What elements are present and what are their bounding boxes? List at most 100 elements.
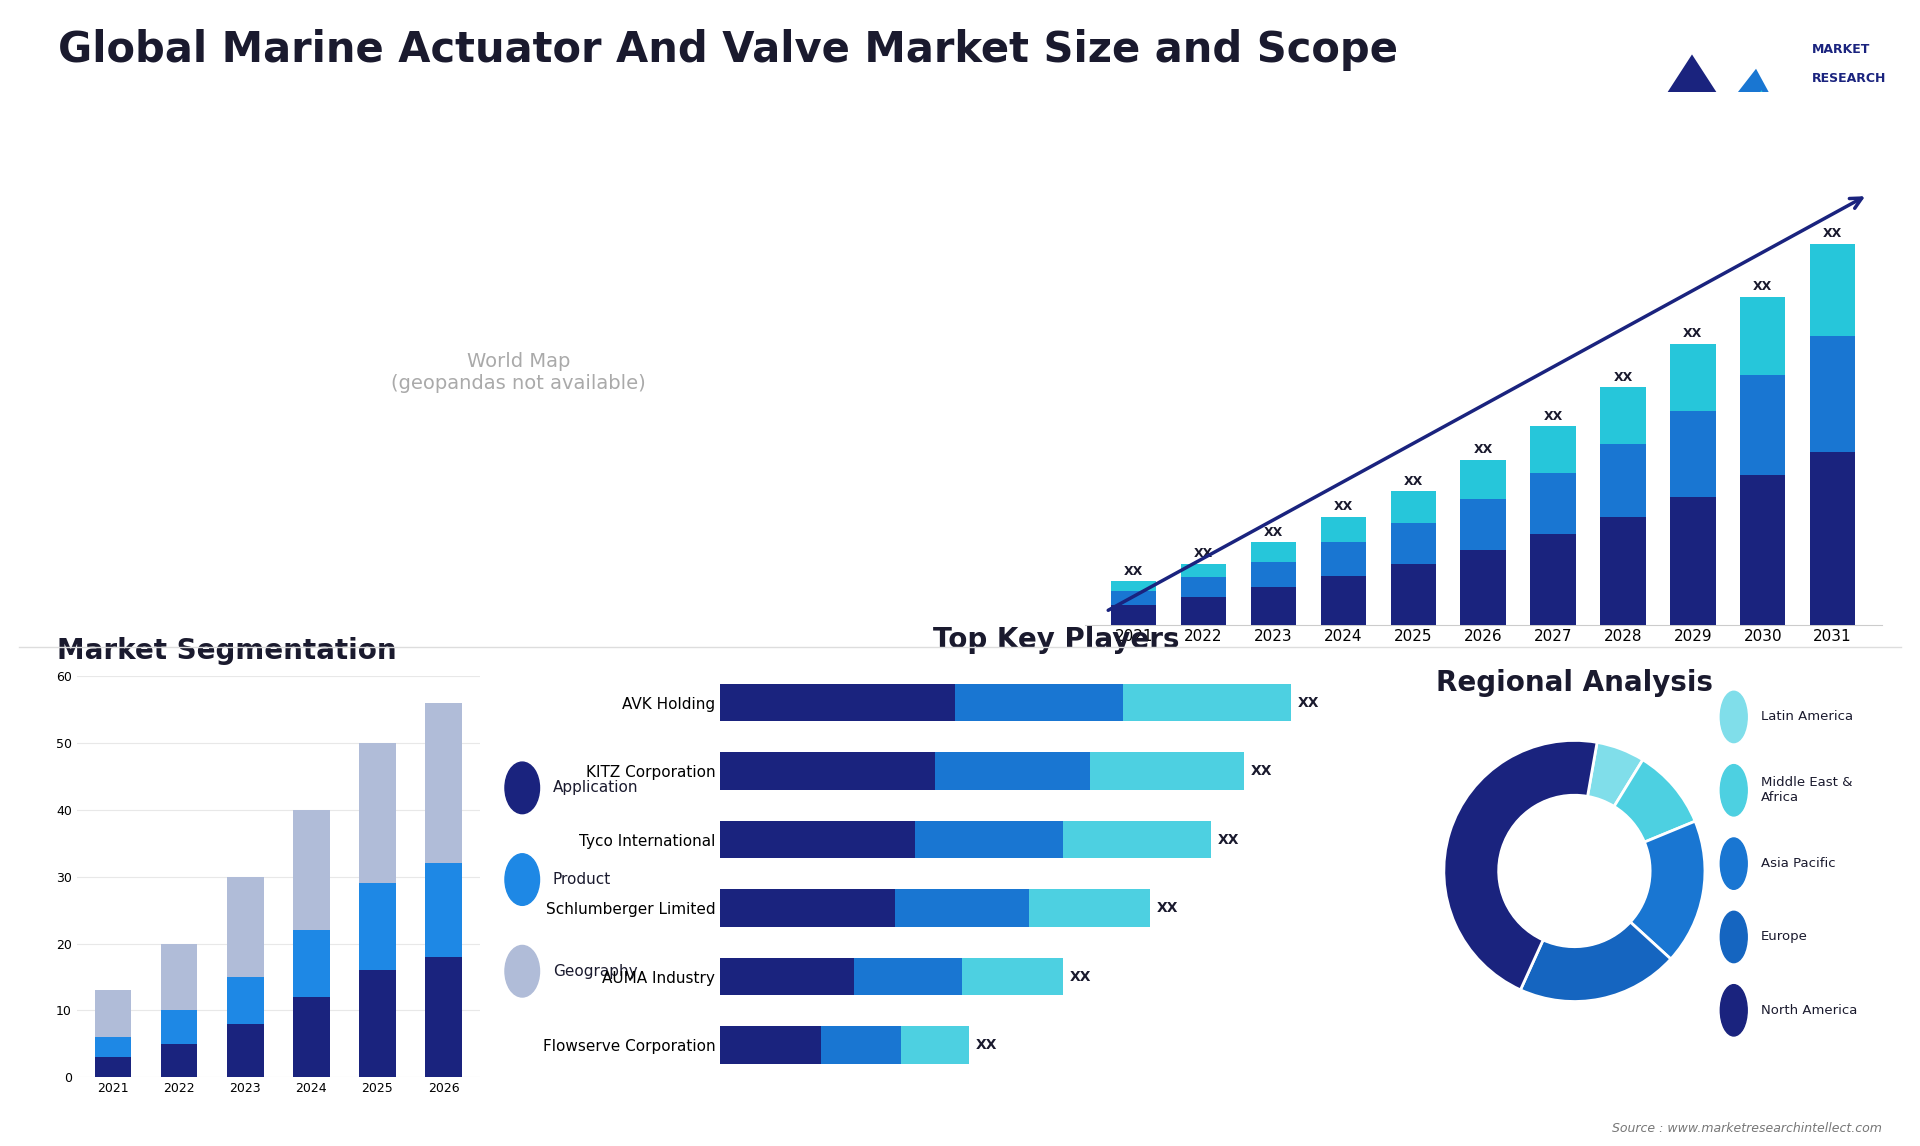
Circle shape: [505, 762, 540, 814]
Bar: [294, 931, 330, 997]
Text: XX: XX: [1194, 548, 1213, 560]
Bar: [822, 1027, 902, 1063]
Bar: [96, 1037, 131, 1057]
Text: Latin America: Latin America: [1761, 711, 1853, 723]
Bar: [854, 958, 962, 996]
Bar: [720, 821, 914, 858]
Bar: [1599, 387, 1645, 444]
Bar: [1390, 523, 1436, 564]
Bar: [426, 957, 461, 1077]
Bar: [1029, 889, 1150, 927]
Bar: [1181, 597, 1227, 625]
Text: XX: XX: [1069, 970, 1091, 983]
Bar: [1740, 476, 1786, 625]
Text: XX: XX: [1684, 328, 1703, 340]
Bar: [1811, 452, 1855, 625]
Text: XX: XX: [1298, 696, 1319, 709]
Polygon shape: [1701, 69, 1795, 140]
Bar: [1599, 444, 1645, 517]
Bar: [1321, 517, 1367, 542]
Bar: [227, 1023, 263, 1077]
Circle shape: [1720, 691, 1747, 743]
Bar: [962, 958, 1064, 996]
Bar: [1181, 578, 1227, 597]
Bar: [1461, 460, 1505, 499]
Bar: [426, 702, 461, 863]
Bar: [1181, 564, 1227, 578]
Bar: [294, 810, 330, 931]
Bar: [1112, 605, 1156, 625]
Bar: [1670, 344, 1716, 410]
Bar: [1112, 581, 1156, 591]
Circle shape: [1720, 984, 1747, 1036]
Text: North America: North America: [1761, 1004, 1857, 1017]
Bar: [1599, 517, 1645, 625]
Bar: [227, 976, 263, 1023]
Text: XX: XX: [975, 1038, 996, 1052]
Bar: [1250, 587, 1296, 625]
Wedge shape: [1588, 743, 1644, 807]
Text: Source : www.marketresearchintellect.com: Source : www.marketresearchintellect.com: [1611, 1122, 1882, 1135]
Bar: [359, 971, 396, 1077]
Bar: [96, 1057, 131, 1077]
Text: Europe: Europe: [1761, 931, 1807, 943]
Title: Regional Analysis: Regional Analysis: [1436, 669, 1713, 697]
Bar: [1321, 575, 1367, 625]
Wedge shape: [1615, 760, 1695, 842]
Text: World Map
(geopandas not available): World Map (geopandas not available): [392, 352, 645, 393]
Bar: [720, 752, 935, 790]
Text: XX: XX: [1473, 444, 1494, 456]
Circle shape: [505, 945, 540, 997]
Bar: [1740, 297, 1786, 376]
Bar: [1530, 426, 1576, 473]
Bar: [1461, 499, 1505, 550]
Bar: [1670, 497, 1716, 625]
Text: XX: XX: [1334, 500, 1354, 513]
Bar: [902, 1027, 970, 1063]
Bar: [227, 877, 263, 976]
Text: XX: XX: [1544, 410, 1563, 423]
Bar: [1530, 534, 1576, 625]
Text: RESEARCH: RESEARCH: [1812, 71, 1885, 85]
Bar: [720, 889, 895, 927]
Bar: [1390, 564, 1436, 625]
Text: XX: XX: [1252, 764, 1273, 778]
Text: XX: XX: [1753, 281, 1772, 293]
Bar: [294, 997, 330, 1077]
Bar: [1390, 492, 1436, 523]
Bar: [720, 958, 854, 996]
Bar: [1250, 562, 1296, 587]
Bar: [1740, 376, 1786, 476]
Bar: [895, 889, 1029, 927]
Bar: [1112, 591, 1156, 605]
Text: XX: XX: [1217, 832, 1238, 847]
Bar: [1670, 410, 1716, 497]
Bar: [359, 884, 396, 971]
Bar: [161, 943, 198, 1011]
Text: Middle East &
Africa: Middle East & Africa: [1761, 776, 1853, 804]
Bar: [1321, 542, 1367, 575]
Bar: [935, 752, 1089, 790]
Bar: [720, 684, 956, 721]
Text: XX: XX: [1156, 901, 1179, 916]
Text: INTELLECT: INTELLECT: [1812, 101, 1882, 113]
Bar: [1530, 473, 1576, 534]
Bar: [161, 1011, 198, 1044]
Bar: [426, 863, 461, 957]
Bar: [1250, 542, 1296, 562]
Bar: [1123, 684, 1290, 721]
Wedge shape: [1444, 740, 1597, 990]
Text: Geography: Geography: [553, 964, 637, 979]
Text: XX: XX: [1613, 370, 1632, 384]
Circle shape: [1720, 911, 1747, 963]
Text: MARKET: MARKET: [1812, 44, 1870, 56]
Bar: [1811, 336, 1855, 452]
Bar: [914, 821, 1064, 858]
Polygon shape: [1720, 91, 1789, 140]
Circle shape: [1720, 838, 1747, 889]
Bar: [96, 990, 131, 1037]
Circle shape: [1500, 795, 1649, 947]
Title: Top Key Players: Top Key Players: [933, 626, 1179, 654]
Text: XX: XX: [1824, 227, 1843, 241]
Bar: [1064, 821, 1210, 858]
